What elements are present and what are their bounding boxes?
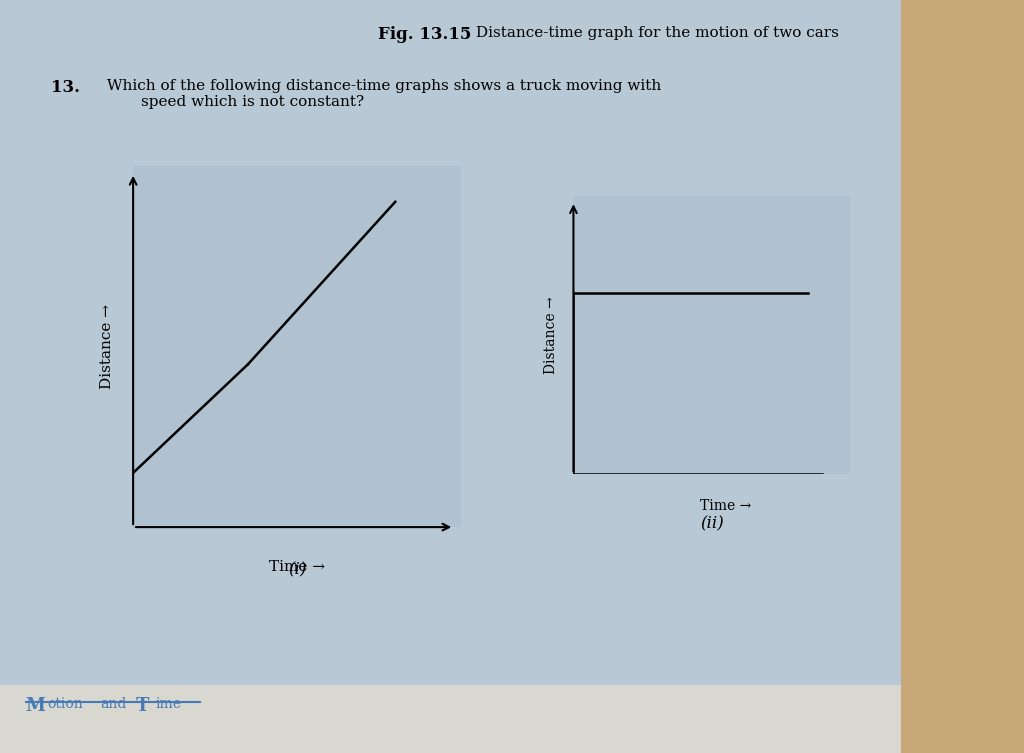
Text: (i): (i) bbox=[288, 561, 306, 578]
Text: ime: ime bbox=[156, 697, 181, 711]
Text: and: and bbox=[100, 697, 127, 711]
Text: M: M bbox=[26, 697, 46, 715]
Text: Distance →: Distance → bbox=[100, 304, 114, 389]
FancyBboxPatch shape bbox=[0, 0, 901, 685]
Text: Which of the following distance-time graphs shows a truck moving with
        sp: Which of the following distance-time gra… bbox=[102, 79, 662, 109]
Text: Distance →: Distance → bbox=[545, 296, 558, 374]
Text: Fig. 13.15: Fig. 13.15 bbox=[378, 26, 471, 44]
Text: Time →: Time → bbox=[269, 559, 325, 574]
Text: Distance-time graph for the motion of two cars: Distance-time graph for the motion of tw… bbox=[471, 26, 839, 41]
Text: 13.: 13. bbox=[51, 79, 80, 96]
FancyBboxPatch shape bbox=[0, 685, 901, 753]
FancyBboxPatch shape bbox=[901, 0, 1024, 753]
Text: (ii): (ii) bbox=[699, 516, 724, 533]
Text: otion: otion bbox=[47, 697, 83, 711]
Text: T: T bbox=[136, 697, 150, 715]
Text: Time →: Time → bbox=[699, 499, 752, 514]
